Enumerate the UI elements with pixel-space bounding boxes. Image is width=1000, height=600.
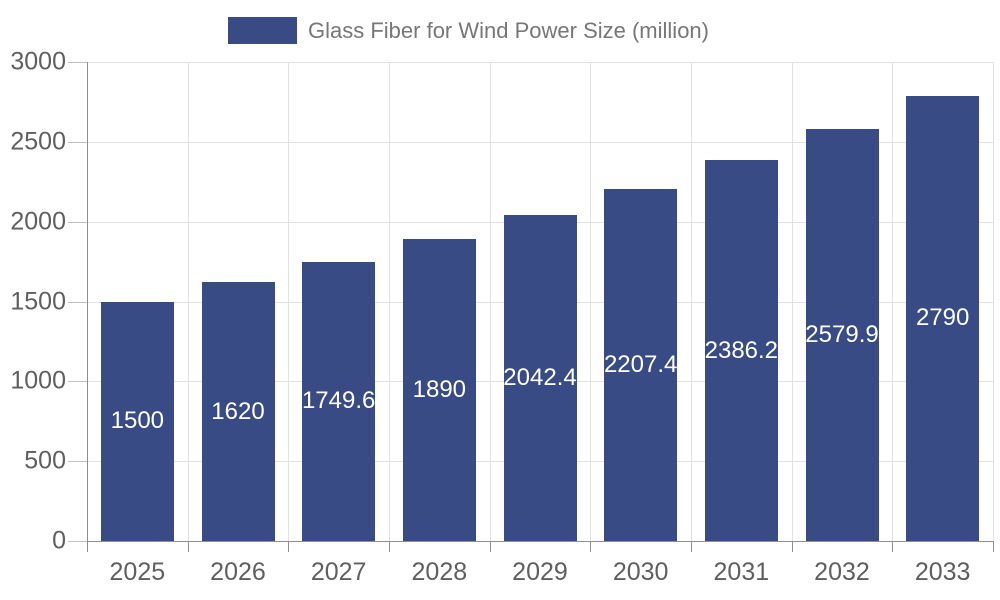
gridline-vertical [691,62,692,541]
gridline-vertical [389,62,390,541]
bar-value-label: 2579.9 [805,321,879,349]
y-axis-label: 1000 [10,366,66,395]
bar-value-label: 2790 [915,304,970,332]
bar[interactable]: 2386.2 [705,160,778,541]
x-axis-label: 2029 [512,558,568,586]
bar-value-label: 1749.6 [301,387,376,415]
bar-value-label: 2207.4 [603,350,678,378]
bar[interactable]: 1500 [100,301,174,541]
y-axis-tick [68,62,87,63]
y-axis-label: 0 [52,526,66,555]
gridline-vertical [489,62,491,541]
x-axis-tick [993,541,994,552]
gridline-horizontal [87,62,993,63]
y-axis-tick [68,301,87,303]
x-axis-label: 2033 [914,558,971,586]
y-axis-tick [68,381,87,383]
y-axis-tick [68,141,87,143]
x-axis-label: 2025 [109,558,166,586]
x-axis-label: 2026 [210,558,266,586]
gridline-vertical [791,62,793,541]
gridline-vertical [892,62,894,541]
bar-value-label: 1620 [211,397,265,425]
gridline-vertical [590,62,592,541]
bar[interactable]: 2207.4 [603,188,678,541]
x-axis-tick [691,541,692,552]
x-axis-tick [892,541,894,552]
bar-value-label: 1890 [412,376,467,404]
bar[interactable]: 1890 [402,239,476,541]
gridline-vertical [187,62,189,541]
x-axis-label: 2030 [612,558,669,586]
legend-swatch-icon [228,17,297,44]
bar[interactable]: 1620 [201,282,275,541]
bar[interactable]: 2042.4 [503,214,577,541]
y-axis-tick [68,461,87,463]
x-axis-tick [590,541,592,552]
bar-value-label: 2386.2 [704,336,779,364]
y-axis-label: 3000 [10,47,66,76]
x-axis-label: 2028 [411,558,468,586]
x-axis-tick [489,541,491,552]
bar[interactable]: 2790 [906,95,980,541]
x-axis-tick [791,541,793,552]
y-axis-label: 2500 [10,127,66,156]
y-axis-label: 2000 [10,207,66,236]
legend-label: Glass Fiber for Wind Power Size (million… [308,17,709,43]
legend[interactable]: Glass Fiber for Wind Power Size (million… [228,17,709,44]
x-axis-label: 2032 [814,558,870,586]
x-axis-label: 2027 [310,558,367,586]
x-axis-tick [288,541,290,552]
y-axis-tick [68,221,87,223]
gridline-vertical [288,62,290,541]
plot-area: 0 500 1000 1500 2000 2500 3000 1500 2025 1620 2026… [10,48,994,586]
bar[interactable]: 1749.6 [301,261,376,541]
x-axis-label: 2031 [713,558,770,586]
gridline-horizontal [87,141,993,143]
y-axis-label: 500 [24,446,66,475]
y-axis-tick [68,541,87,542]
bar-value-label: 2042.4 [503,363,577,391]
y-axis-label: 1500 [10,287,66,315]
bar-value-label: 1500 [110,407,165,435]
x-axis-tick [87,541,88,552]
x-axis-tick [389,541,390,552]
x-axis-line [87,541,993,542]
bar[interactable]: 2579.9 [805,129,879,541]
y-axis-line [87,62,88,541]
x-axis-tick [187,541,189,552]
gridline-vertical [993,62,994,541]
